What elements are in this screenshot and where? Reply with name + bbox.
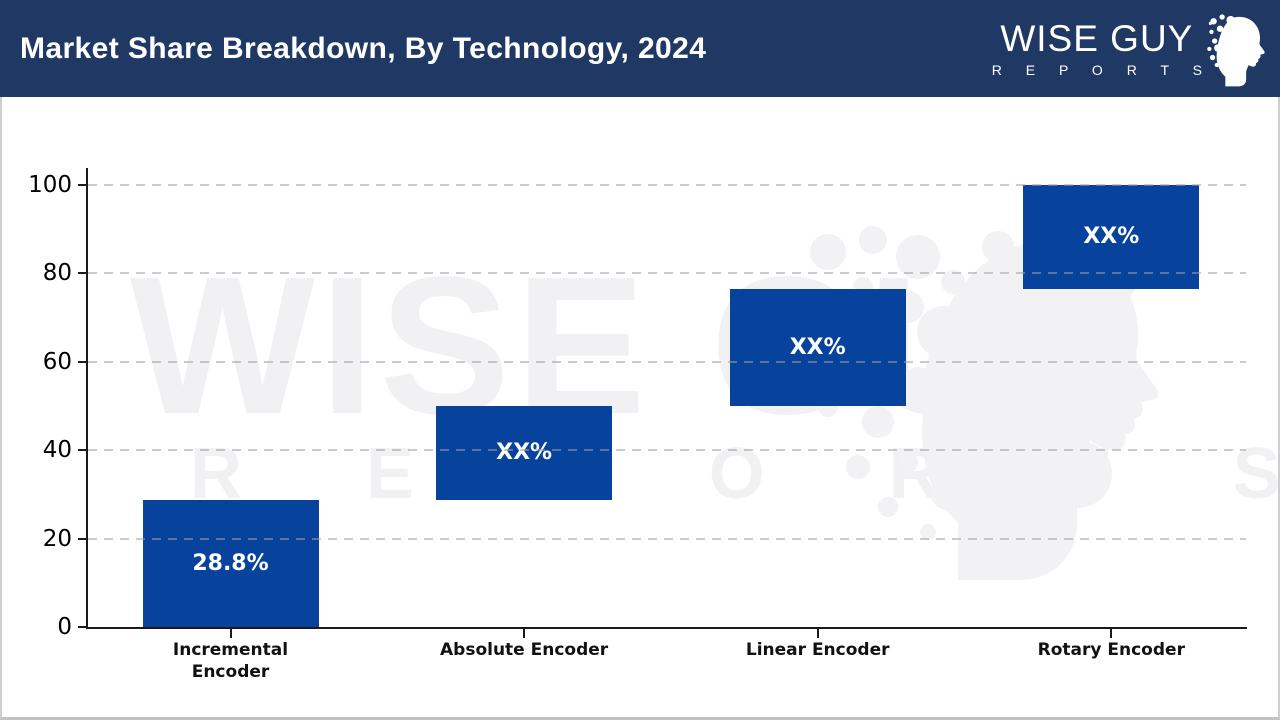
bar-value-label: 28.8% — [192, 550, 269, 576]
y-axis-tick — [78, 272, 86, 275]
x-axis-category-label: Incremental Encoder — [172, 640, 289, 683]
bar-value-label: XX% — [1083, 224, 1140, 250]
y-axis-tick-label: 100 — [28, 172, 72, 198]
y-axis-tick-label: 80 — [42, 260, 72, 287]
gridline-60 — [88, 360, 1246, 363]
bar-segment-3: XX% — [1023, 185, 1200, 289]
bar-segment-1: XX% — [436, 406, 613, 500]
y-axis-tick — [78, 184, 86, 186]
bar-segment-2: XX% — [729, 288, 906, 406]
bar-value-label: XX% — [789, 334, 846, 360]
bar-segment-0: 28.8% — [142, 499, 319, 627]
watermark-face-icon — [810, 222, 1159, 580]
wiseguy-logo-text: WISE GUY R E P O R T S — [992, 20, 1202, 78]
y-axis-tick — [78, 537, 86, 540]
y-axis-tick-label: 40 — [42, 437, 72, 464]
x-axis-category-label: Rotary Encoder — [1037, 640, 1185, 660]
gridline-80 — [88, 272, 1246, 275]
wiseguy-face-icon — [1207, 13, 1265, 86]
x-axis-tick — [1110, 629, 1113, 638]
bar-value-label: XX% — [496, 440, 553, 466]
y-axis-tick — [78, 360, 86, 363]
y-axis-tick-label: 60 — [42, 348, 72, 375]
gridline-20 — [88, 537, 1246, 540]
gridline-100 — [88, 184, 1246, 186]
y-axis-line — [86, 168, 88, 629]
y-axis-tick — [78, 626, 86, 628]
y-axis-tick — [78, 449, 86, 452]
x-axis-tick — [229, 629, 232, 638]
logo-wordmark: WISE GUY — [1000, 17, 1194, 59]
x-axis-category-label: Linear Encoder — [745, 640, 890, 660]
chart-title: Market Share Breakdown, By Technology, 2… — [20, 31, 707, 65]
x-axis-tick — [523, 629, 526, 638]
x-axis-category-label: Absolute Encoder — [440, 640, 609, 660]
logo-subtitle: R E P O R T S — [991, 61, 1212, 78]
y-axis-tick-label: 20 — [42, 525, 72, 552]
y-axis-tick-label: 0 — [57, 614, 72, 640]
wiseguy-logo: WISE GUY R E P O R T S — [992, 9, 1268, 89]
x-axis-tick — [816, 629, 819, 638]
x-axis-line — [86, 627, 1247, 629]
header: Market Share Breakdown, By Technology, 2… — [0, 0, 1280, 97]
gridline-40 — [88, 449, 1246, 452]
